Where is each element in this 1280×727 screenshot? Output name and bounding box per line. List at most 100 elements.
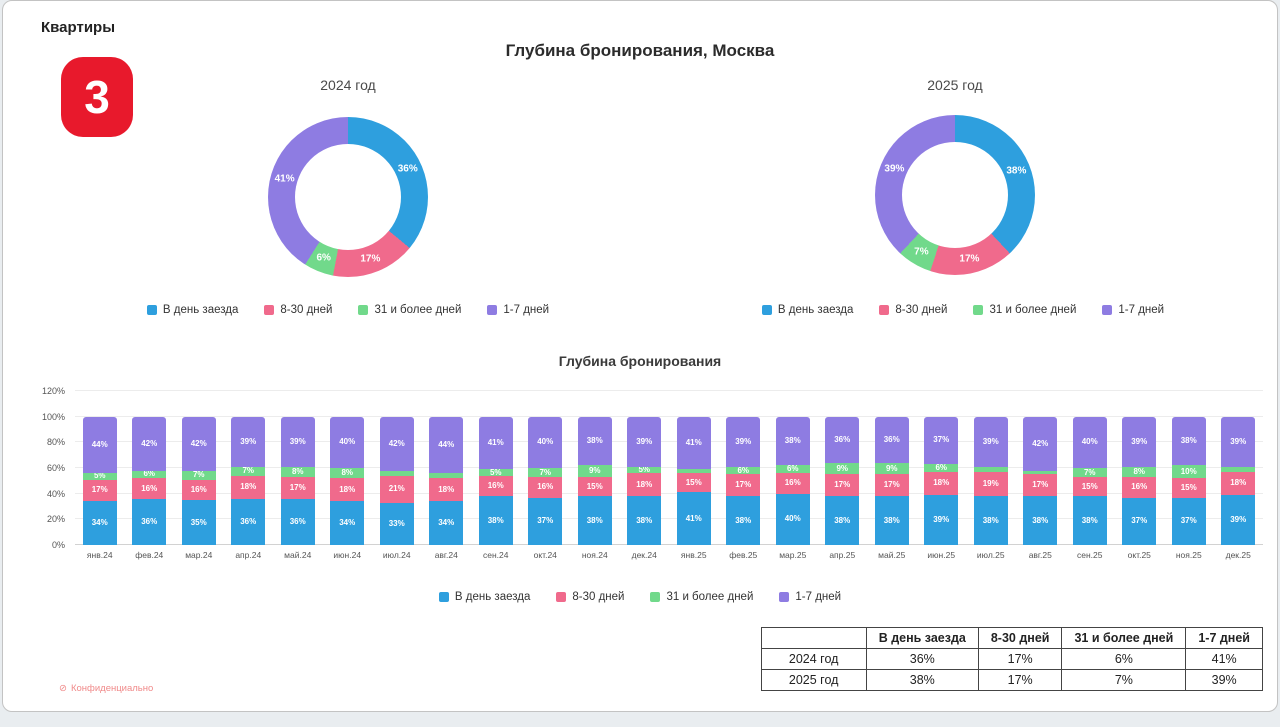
- legend-label: 8-30 дней: [895, 304, 948, 316]
- bar-segment-label: 40%: [339, 437, 356, 447]
- legend-donut-2024: В день заезда 8-30 дней 31 и более дней 1-7…: [63, 304, 633, 316]
- bar-segment-label: 41%: [487, 437, 504, 447]
- bar-segment-label: 6%: [737, 466, 750, 475]
- bar-segment-label: 37%: [1131, 516, 1148, 526]
- green-legend-marker: [973, 305, 984, 315]
- bar-segment-label: 40%: [784, 514, 801, 524]
- gridline: [75, 415, 1263, 417]
- bar-segment-blue: 35%: [181, 500, 216, 545]
- bar-slot: 38% 15% 9% 38%: [570, 416, 620, 545]
- bar-segment-blue: 37%: [1122, 497, 1157, 545]
- blue-legend-marker: [438, 592, 449, 602]
- bar-segment-label: 44%: [438, 439, 455, 449]
- green-legend-marker: [650, 592, 661, 602]
- legend-item: 1-7 дней: [487, 304, 549, 316]
- donut-slice-label: 38%: [1006, 165, 1027, 177]
- bar-segment-purple: 36%: [874, 416, 909, 463]
- stacked-bar: 37% 15% 10% 38%: [1171, 416, 1206, 545]
- legend-label: 31 и более дней: [374, 304, 462, 316]
- bar-segment-label: 42%: [388, 438, 405, 448]
- bar-slot: 36% 17% 8% 39%: [273, 416, 323, 545]
- bar-segment-green: [1221, 466, 1256, 472]
- plot-area: 34% 17% 5% 44% 36% 16% 6% 42% 35% 16% 7% 42% 36% 18% 7…: [75, 390, 1264, 545]
- bar-segment-pink: 16%: [1122, 477, 1157, 498]
- bar-segment-label: 15%: [586, 481, 603, 491]
- bar-slot: 39% 18% 39%: [1214, 416, 1264, 545]
- bar-segment-pink: 15%: [676, 473, 711, 493]
- table-row: 2024 год 36% 17% 6% 41%: [760, 648, 1263, 670]
- bar-segment-label: 6%: [935, 464, 948, 472]
- legend-item: 8-30 дней: [264, 304, 332, 316]
- x-axis-tick-label: ноя.25: [1175, 550, 1202, 560]
- bar-segment-label: 39%: [1230, 436, 1247, 446]
- x-axis-tick-label: июн.24: [333, 550, 362, 560]
- bar-segment-purple: 40%: [1072, 416, 1107, 469]
- bar-segment-label: 16%: [487, 480, 504, 490]
- y-axis-tick-label: 0%: [51, 540, 65, 550]
- bar-segment-label: 37%: [933, 435, 950, 445]
- bar-segment-label: 36%: [834, 434, 851, 444]
- bar-segment-label: 38%: [1032, 515, 1049, 525]
- bar-segment-purple: 37%: [924, 416, 959, 465]
- bar-segment-pink: 16%: [528, 477, 563, 498]
- bar-segment-label: 17%: [883, 480, 900, 490]
- legend-label: В день заезда: [162, 304, 239, 316]
- bar-segment-purple: 39%: [280, 416, 315, 467]
- table-header-cell: В день заезда: [865, 627, 979, 649]
- bar-segment-purple: 39%: [231, 416, 266, 467]
- bar-segment-pink: 15%: [577, 476, 612, 497]
- bar-segment-pink: 18%: [627, 473, 662, 497]
- stacked-bar: 38% 15% 7% 40%: [1072, 416, 1107, 545]
- donut-2024-title: 2024 год: [320, 77, 376, 93]
- bar-segment-pink: 15%: [1171, 478, 1206, 498]
- x-axis-tick-label: янв.24: [86, 550, 113, 560]
- bar-segment-label: 40%: [1081, 437, 1098, 447]
- legend-item: В день заезда: [146, 304, 239, 316]
- bar-segment-blue: 38%: [874, 496, 909, 545]
- bar-segment-purple: 36%: [825, 416, 860, 463]
- donut-slice-label: 39%: [884, 163, 905, 175]
- bar-segment-green: 7%: [528, 468, 563, 477]
- bar-segment-label: 38%: [487, 515, 504, 525]
- legend-item: В день заезда: [438, 591, 530, 603]
- stacked-bar: 36% 18% 7% 39%: [231, 416, 266, 545]
- bar-segment-label: 17%: [834, 480, 851, 490]
- bar-segment-label: 38%: [982, 515, 999, 525]
- bar-segment-blue: 37%: [528, 497, 563, 545]
- stacked-bar: 33% 21% 42%: [379, 416, 414, 545]
- confidential-label: Конфиденциально: [70, 683, 154, 694]
- gridline: [75, 441, 1263, 443]
- stacked-bar: 38% 18% 5% 39%: [627, 416, 662, 545]
- bar-segment-blue: 38%: [825, 496, 860, 545]
- stacked-bar: 35% 16% 7% 42%: [181, 416, 216, 545]
- bar-segment-label: 7%: [192, 470, 205, 480]
- y-axis-tick-label: 60%: [46, 463, 65, 473]
- y-axis-tick-label: 40%: [46, 488, 65, 499]
- bar-segment-label: 33%: [388, 518, 405, 528]
- bar-slot: 37% 16% 7% 40%: [521, 416, 571, 545]
- stacked-bar: 38% 15% 9% 38%: [577, 416, 612, 545]
- bar-segment-blue: 39%: [924, 494, 959, 545]
- purple-legend-marker: [487, 305, 498, 315]
- gridline: [75, 518, 1263, 520]
- gridline: [75, 544, 1263, 545]
- bar-slot: 38% 17% 42%: [1016, 416, 1066, 545]
- x-axis-tick-label: июн.25: [927, 550, 956, 560]
- bar-segment-label: 15%: [1081, 481, 1098, 491]
- legend-label: 1-7 дней: [1118, 304, 1165, 316]
- x-axis-tick-label: апр.24: [235, 550, 262, 560]
- bar-segment-pink: 17%: [874, 474, 909, 497]
- bar-segment-label: 18%: [1230, 478, 1247, 488]
- table-header-cell: [760, 627, 867, 649]
- donut-slice-label: 41%: [274, 173, 295, 185]
- bar-segment-label: 15%: [1180, 482, 1197, 492]
- bar-slot: 34% 18% 44%: [422, 416, 472, 545]
- bar-segment-purple: 41%: [676, 416, 711, 470]
- bar-segment-purple: 42%: [181, 416, 216, 471]
- x-axis: янв.24 фев.24 мар.24 апр.24 май.24 июн.24 июл.…: [75, 550, 1263, 560]
- pink-legend-marker: [264, 305, 275, 315]
- bar-segment-blue: 38%: [478, 496, 513, 545]
- bar-segment-purple: 39%: [627, 416, 662, 467]
- purple-legend-marker: [779, 592, 790, 602]
- y-axis-tick-label: 100%: [41, 411, 65, 422]
